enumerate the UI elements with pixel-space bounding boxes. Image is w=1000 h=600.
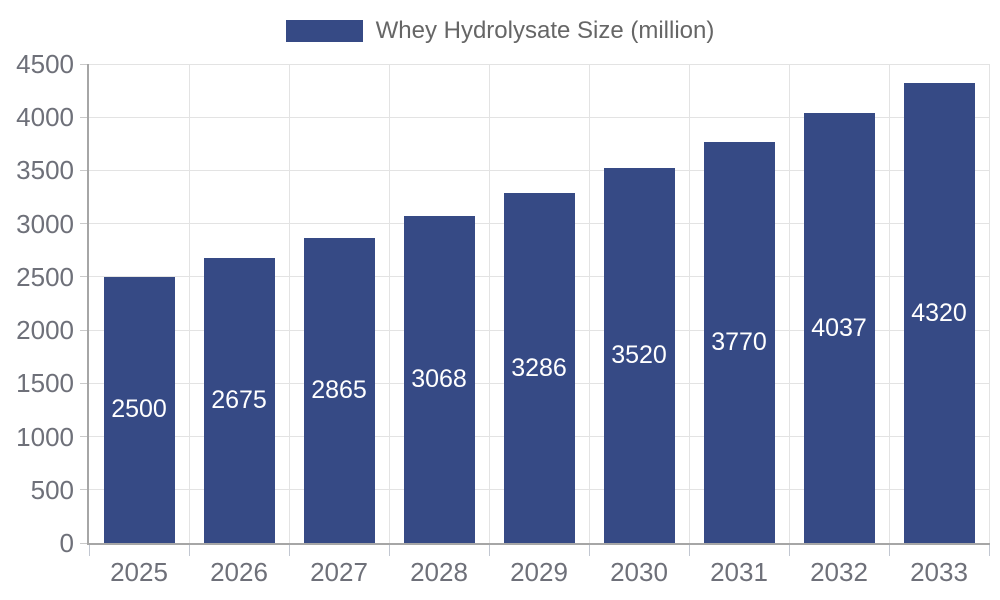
x-axis-tick [88, 545, 90, 556]
y-axis-tick [80, 276, 89, 278]
bar-value-label: 4320 [911, 298, 967, 327]
x-axis-line [87, 543, 990, 545]
gridline-vertical [788, 64, 790, 543]
y-axis-tick [80, 489, 89, 491]
x-axis-tick [688, 545, 690, 556]
x-axis-label: 2032 [810, 557, 868, 587]
x-axis-label: 2033 [910, 557, 968, 587]
bar-2032[interactable]: 4037 [803, 113, 875, 543]
bar-value-label: 3068 [411, 365, 467, 394]
gridline-vertical [588, 64, 590, 543]
y-axis-tick-label: 2000 [16, 315, 74, 346]
y-axis-tick [80, 542, 89, 544]
legend-swatch [285, 20, 363, 42]
y-axis-tick-label: 3500 [16, 155, 74, 186]
gridline-vertical [388, 64, 390, 543]
y-axis-tick [80, 223, 89, 225]
gridline-horizontal [89, 63, 989, 65]
y-axis-tick [80, 116, 89, 118]
x-axis-label: 2028 [410, 557, 468, 587]
x-axis-tick [588, 545, 590, 556]
x-axis-label: 2027 [310, 557, 368, 587]
x-axis-label: 2026 [210, 557, 268, 587]
x-axis-tick [988, 545, 990, 556]
y-axis-tick-label: 2500 [16, 261, 74, 292]
gridline-vertical [888, 64, 890, 543]
gridline-vertical [688, 64, 690, 543]
bar-2031[interactable]: 3770 [703, 141, 775, 543]
y-axis-tick [80, 63, 89, 65]
gridline-vertical [488, 64, 490, 543]
legend[interactable]: Whey Hydrolysate Size (million) [0, 19, 1000, 43]
x-axis-label: 2030 [610, 557, 668, 587]
bar-2026[interactable]: 2675 [203, 258, 275, 543]
bar-2027[interactable]: 2865 [303, 238, 375, 543]
bar-2029[interactable]: 3286 [503, 193, 575, 543]
gridline-vertical [988, 64, 990, 543]
bar-2033[interactable]: 4320 [903, 83, 975, 543]
x-axis-tick [888, 545, 890, 556]
gridline-horizontal [89, 169, 989, 171]
bar-value-label: 2675 [211, 386, 267, 415]
y-axis-tick-label: 3000 [16, 208, 74, 239]
bar-value-label: 2500 [111, 395, 167, 424]
y-axis-tick-label: 1500 [16, 368, 74, 399]
y-axis-tick-label: 4000 [16, 102, 74, 133]
y-axis-tick-label: 500 [30, 474, 74, 505]
legend-label: Whey Hydrolysate Size (million) [375, 17, 715, 44]
bar-value-label: 4037 [811, 313, 867, 342]
y-axis-tick-label: 4500 [16, 49, 74, 79]
x-axis-tick [288, 545, 290, 556]
bar-2030[interactable]: 3520 [603, 168, 675, 543]
y-axis-tick-label: 0 [59, 528, 74, 558]
bar-value-label: 3520 [611, 341, 667, 370]
y-axis-tick [80, 436, 89, 438]
y-axis-line [87, 64, 89, 545]
x-axis-tick [388, 545, 390, 556]
gridline-vertical [188, 64, 190, 543]
x-axis-label: 2031 [710, 557, 768, 587]
gridline-horizontal [89, 116, 989, 118]
bar-2028[interactable]: 3068 [403, 216, 475, 543]
y-axis-tick [80, 382, 89, 384]
gridline-vertical [288, 64, 290, 543]
bar-value-label: 3770 [711, 327, 767, 356]
x-axis-label: 2029 [510, 557, 568, 587]
y-axis-tick [80, 329, 89, 331]
bar-value-label: 2865 [311, 376, 367, 404]
bar-value-label: 3286 [511, 353, 567, 382]
x-axis-tick [188, 545, 190, 556]
x-axis-label: 2025 [110, 557, 168, 587]
x-axis-tick [488, 545, 490, 556]
y-axis-tick [80, 169, 89, 171]
bar-2025[interactable]: 2500 [103, 276, 175, 543]
y-axis-tick-label: 1000 [16, 421, 74, 452]
x-axis-tick [788, 545, 790, 556]
